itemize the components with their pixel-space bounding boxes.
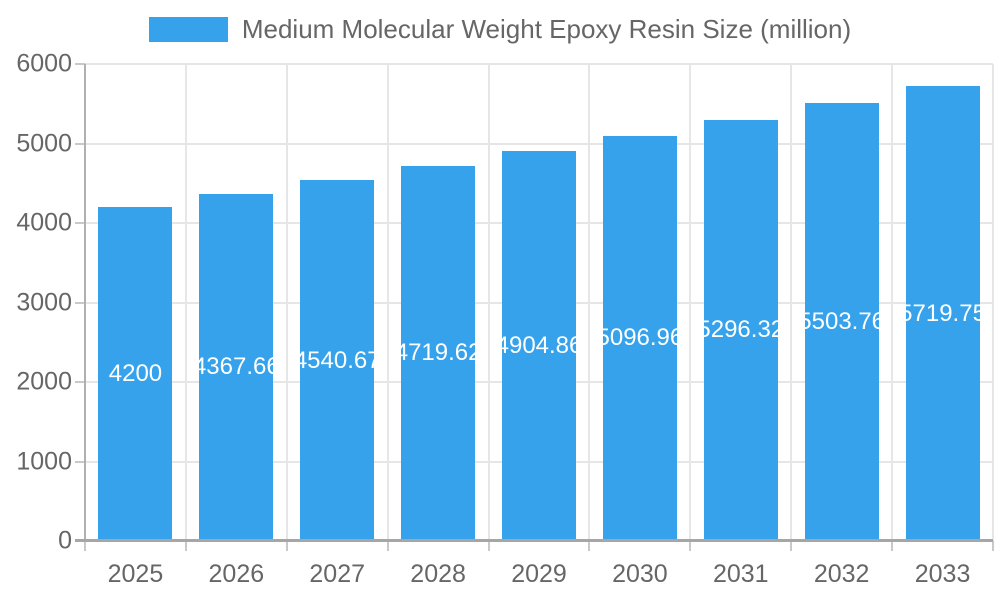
bar-value-label: 5296.32	[703, 316, 778, 344]
y-axis-tick-mark	[75, 63, 85, 65]
y-tick-label: 0	[58, 526, 72, 555]
vertical-gridline	[487, 64, 490, 541]
plot-area: 4200 4367.66 4540.67 4719.62 4904.86 5096.96 5…	[75, 63, 994, 551]
bar-2026[interactable]: 4367.66	[199, 193, 274, 541]
y-tick-label: 5000	[16, 129, 72, 157]
bar-2028[interactable]: 4719.62	[401, 165, 476, 541]
x-axis-tick-mark	[487, 541, 490, 551]
legend-swatch	[148, 16, 228, 42]
legend-label: Medium Molecular Weight Epoxy Resin Size…	[241, 13, 852, 44]
vertical-gridline	[891, 64, 894, 541]
bar-2025[interactable]: 4200	[98, 207, 173, 541]
x-tick-label-2025: 2025	[107, 560, 164, 588]
x-tick-label-2027: 2027	[309, 560, 366, 588]
y-tick-label: 4000	[16, 208, 72, 237]
y-axis-tick-mark	[75, 142, 85, 145]
bar-2031[interactable]: 5296.32	[703, 119, 778, 541]
bar-value-label: 4200	[108, 360, 163, 388]
y-tick-label: 3000	[16, 288, 72, 316]
bar-value-label: 5503.76	[804, 308, 879, 336]
x-axis-tick-mark	[285, 541, 288, 551]
bar-value-label: 4540.67	[300, 346, 375, 374]
x-tick-label-2031: 2031	[712, 560, 769, 588]
bar-value-label: 4719.62	[401, 339, 476, 367]
y-axis-tick-mark	[75, 460, 85, 463]
y-axis-tick-mark	[75, 381, 85, 383]
bar-value-label: 5719.75	[905, 299, 980, 327]
vertical-gridline	[689, 64, 692, 541]
y-tick-label: 6000	[16, 49, 72, 78]
x-axis-tick-mark	[992, 541, 994, 551]
y-axis-tick-mark	[75, 301, 85, 304]
bar-2030[interactable]: 5096.96	[602, 135, 677, 541]
horizontal-gridline	[85, 142, 993, 145]
vertical-gridline	[386, 64, 389, 541]
horizontal-gridline	[85, 63, 993, 65]
y-axis-tick-labels: 0 1000 2000 3000 4000 5000 6000	[0, 51, 72, 553]
vertical-gridline	[992, 64, 994, 541]
x-tick-label-2028: 2028	[410, 560, 466, 588]
bar-2033[interactable]: 5719.75	[905, 86, 980, 541]
vertical-gridline	[285, 64, 288, 541]
x-tick-label-2033: 2033	[914, 560, 971, 588]
vertical-gridline	[588, 64, 591, 541]
x-axis-tick-mark	[891, 541, 894, 551]
y-axis-line	[84, 64, 86, 541]
x-tick-label-2026: 2026	[208, 560, 265, 588]
y-axis-tick-mark	[75, 222, 85, 224]
x-axis-tick-mark	[790, 541, 793, 551]
bar-2027[interactable]: 4540.67	[300, 180, 375, 541]
y-tick-label: 1000	[16, 447, 72, 475]
x-tick-label-2030: 2030	[612, 560, 668, 588]
bar-value-label: 4367.66	[199, 353, 274, 381]
y-tick-label: 2000	[16, 367, 72, 396]
x-axis-tick-mark	[184, 541, 187, 551]
x-axis-tick-mark	[84, 541, 86, 551]
x-tick-label-2029: 2029	[511, 560, 567, 588]
vertical-gridline	[790, 64, 793, 541]
bar-value-label: 5096.96	[602, 324, 677, 352]
x-axis-line	[75, 539, 993, 542]
bar-2032[interactable]: 5503.76	[804, 103, 879, 541]
vertical-gridline	[184, 64, 187, 541]
x-axis-tick-mark	[588, 541, 591, 551]
x-tick-label-2032: 2032	[813, 560, 870, 588]
x-axis-tick-mark	[689, 541, 692, 551]
x-axis-tick-mark	[386, 541, 389, 551]
x-axis-tick-labels: 2025 2026 2027 2028 2029 2030 2031 2032 2033	[85, 560, 993, 592]
chart-legend[interactable]: Medium Molecular Weight Epoxy Resin Size…	[0, 12, 1000, 46]
bar-value-label: 4904.86	[502, 332, 576, 360]
bar-2029[interactable]: 4904.86	[502, 151, 576, 541]
